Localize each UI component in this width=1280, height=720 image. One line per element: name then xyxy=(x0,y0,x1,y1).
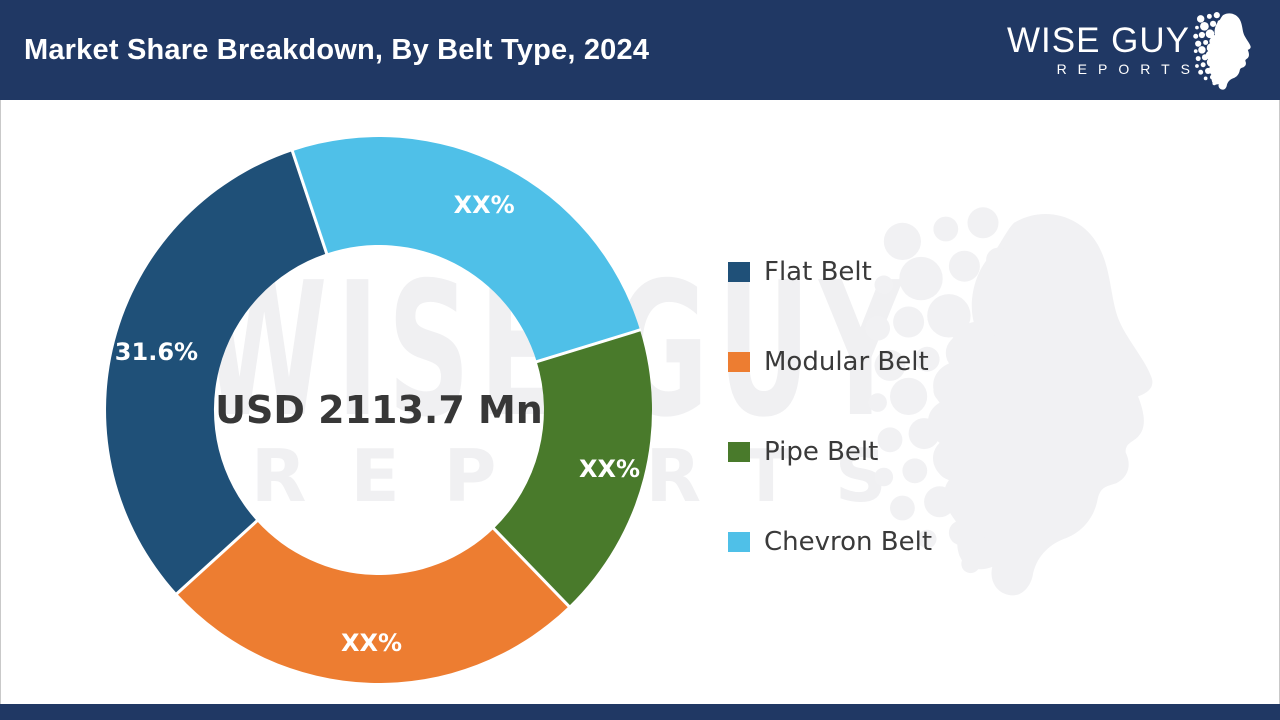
logo-subtitle: REPORTS xyxy=(1056,61,1201,77)
page-title: Market Share Breakdown, By Belt Type, 20… xyxy=(24,33,650,66)
donut-slice-chevron-belt xyxy=(292,136,640,362)
legend-label: Chevron Belt xyxy=(764,526,933,557)
legend-swatch-pipe-belt xyxy=(728,441,750,462)
donut-slice-modular-belt xyxy=(177,521,569,683)
logo-face-icon xyxy=(1192,10,1254,91)
legend-label: Pipe Belt xyxy=(764,436,879,467)
logo-text: WISE GUY REPORTS xyxy=(1007,23,1190,77)
wise-guy-logo: WISE GUY REPORTS xyxy=(1007,10,1254,91)
legend: Flat Belt Modular Belt Pipe Belt Chevron Be… xyxy=(728,257,932,617)
donut-center-value: USD 2113.7 Mn xyxy=(215,388,543,432)
donut-slice-pipe-belt xyxy=(493,329,653,607)
slice-separator xyxy=(175,519,259,596)
legend-label: Flat Belt xyxy=(764,256,872,287)
legend-swatch-modular-belt xyxy=(728,351,750,372)
legend-item-pipe-belt: Pipe Belt xyxy=(728,437,932,466)
slice-label-pipe-belt: XX% xyxy=(578,455,640,484)
legend-swatch-flat-belt xyxy=(728,261,750,282)
legend-label: Modular Belt xyxy=(764,346,929,377)
slice-label-modular-belt: XX% xyxy=(340,628,403,657)
legend-item-flat-belt: Flat Belt xyxy=(728,257,932,286)
donut-slice-flat-belt xyxy=(106,151,327,594)
logo-wordmark: WISE GUY xyxy=(1006,21,1190,60)
slice-separator xyxy=(535,328,642,364)
slice-label-chevron-belt: XX% xyxy=(453,191,515,220)
legend-swatch-chevron-belt xyxy=(728,531,750,552)
slice-label-flat-belt: 31.6% xyxy=(114,337,199,366)
legend-item-modular-belt: Modular Belt xyxy=(728,347,932,376)
slice-separator xyxy=(491,526,571,608)
footer-bar xyxy=(0,704,1280,720)
chart-area: WISE GUY REPORTS USD 2113.7 Mn Flat Belt… xyxy=(0,100,1280,704)
legend-item-chevron-belt: Chevron Belt xyxy=(728,527,932,556)
donut-chart xyxy=(106,136,653,683)
header-bar: Market Share Breakdown, By Belt Type, 20… xyxy=(0,0,1280,100)
slice-separator xyxy=(290,149,329,255)
